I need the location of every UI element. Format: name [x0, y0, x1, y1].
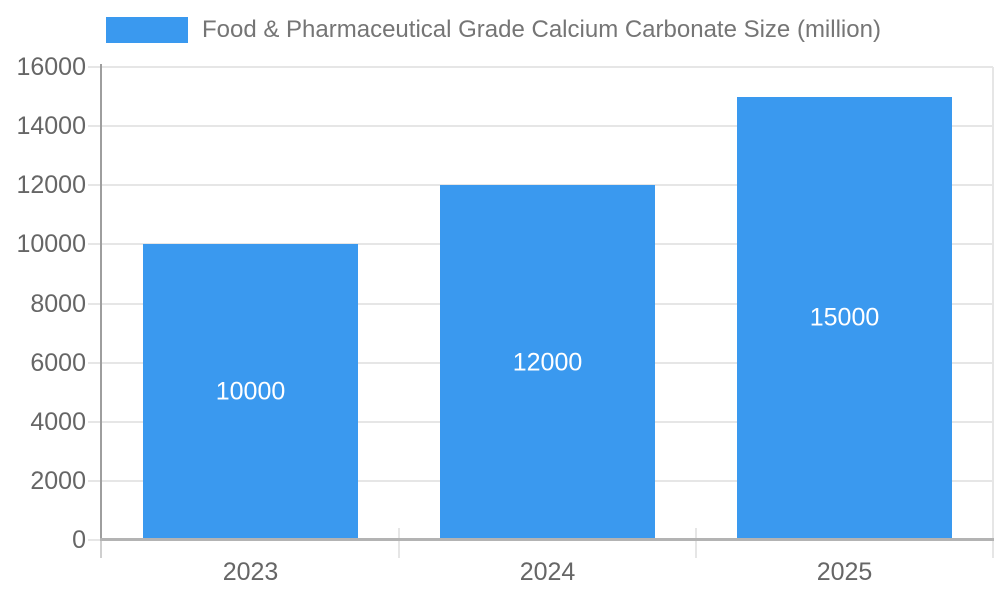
bar-value-label: 15000 — [809, 303, 880, 332]
y-axis-tick — [88, 479, 102, 482]
bar-value-label: 12000 — [512, 348, 583, 377]
y-axis-tick-label: 4000 — [30, 407, 86, 436]
y-axis-tick — [88, 361, 102, 364]
legend-label: Food & Pharmaceutical Grade Calcium Carb… — [202, 16, 881, 43]
y-axis-tick — [88, 243, 102, 246]
y-axis-tick-label: 14000 — [16, 112, 86, 141]
y-axis-tick — [88, 66, 102, 68]
x-axis-baseline — [100, 538, 994, 541]
gridline-16000 — [102, 66, 993, 68]
y-axis-tick-label: 2000 — [30, 466, 86, 495]
y-axis-tick-label: 8000 — [30, 289, 86, 318]
bar-2024[interactable]: 12000 — [440, 185, 655, 540]
y-axis-tick — [88, 302, 102, 305]
y-axis-tick — [88, 420, 102, 423]
bar-value-label: 10000 — [215, 377, 286, 406]
y-axis-tick-label: 6000 — [30, 348, 86, 377]
y-axis-tick-stub — [100, 540, 102, 558]
y-axis-tick-label: 0 — [72, 526, 86, 554]
chart-legend: Food & Pharmaceutical Grade Calcium Carb… — [106, 16, 881, 43]
x-axis-label-2025: 2025 — [816, 558, 873, 586]
y-axis-tick — [88, 125, 102, 128]
y-axis-line — [100, 64, 102, 540]
y-axis-tick-label: 10000 — [16, 230, 86, 259]
x-axis-label-2023: 2023 — [222, 558, 279, 586]
y-axis-tick — [88, 539, 102, 541]
x-axis-label-2024: 2024 — [519, 558, 576, 586]
category-boundary-tick — [398, 528, 400, 558]
plot-right-border — [992, 67, 994, 558]
y-axis-tick-label: 12000 — [16, 171, 86, 200]
y-axis-tick — [88, 184, 102, 187]
y-axis-tick-label: 16000 — [16, 53, 86, 81]
bar-2023[interactable]: 10000 — [143, 244, 358, 540]
legend-swatch — [106, 17, 188, 43]
gridline-14000 — [102, 125, 993, 128]
bar-2025[interactable]: 15000 — [737, 96, 952, 540]
category-boundary-tick — [695, 528, 697, 558]
